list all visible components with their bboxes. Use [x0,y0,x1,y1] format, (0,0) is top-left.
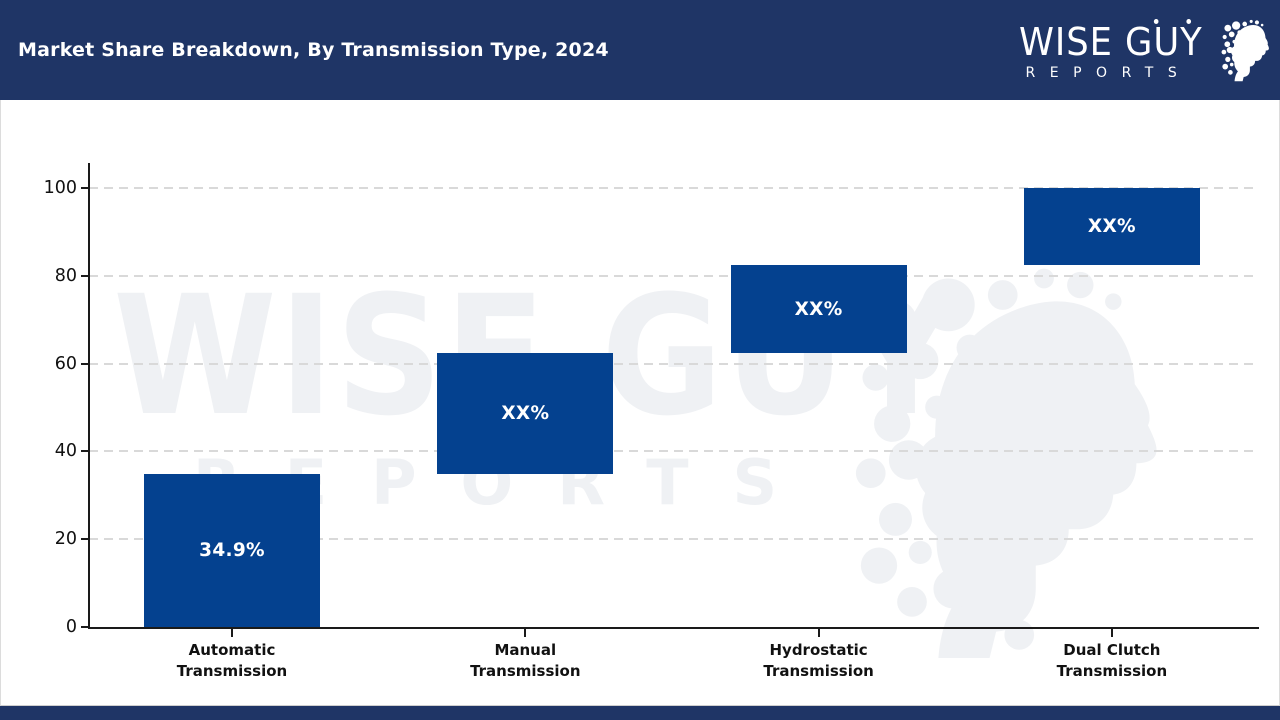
logo-head-icon [1221,19,1269,82]
x-tick-mark [524,629,527,637]
x-axis-label-manual-transmission: Manual Transmission [470,641,581,680]
wise-guy-logo: WISE GUY REPORTS [1019,2,1272,98]
bar-value-label: XX% [1087,216,1136,238]
logo-subtitle: REPORTS [1025,64,1192,81]
bar-hydrostatic-transmission: XX% [730,265,907,354]
header: Market Share Breakdown, By Transmission … [0,0,1280,100]
y-tick-label: 20 [54,529,77,550]
logo-dot-icon [1153,18,1159,24]
x-axis-line [88,627,1259,629]
y-tick-mark [81,538,89,541]
y-tick-mark [81,274,89,277]
y-tick-mark [81,362,89,365]
bar-value-label: 34.9% [199,539,265,561]
y-tick-label: 100 [43,178,77,198]
gridline-100 [89,187,1259,189]
x-tick-mark [231,629,233,637]
bar-value-label: XX% [501,402,550,424]
x-axis-label-hydrostatic-transmission: Hydrostatic Transmission [763,641,874,680]
chart-area: WISE GUY REPORTS 0 20 40 60 80 100 34.9% Automa… [0,100,1280,706]
plot: 0 20 40 60 80 100 34.9% Automatic Transmission XX… [1,100,1279,705]
y-axis-line [88,163,90,629]
y-tick-label: 40 [54,441,77,462]
x-tick-mark [1110,629,1113,637]
bar-dual-clutch-transmission: XX% [1023,188,1200,266]
bar-automatic-transmission: 34.9% [144,473,320,627]
y-tick-label: 0 [65,617,77,637]
y-tick-mark [81,450,89,453]
x-tick-mark [817,629,820,637]
y-tick-label: 60 [54,353,77,374]
logo-text: WISE GUY REPORTS [1018,18,1216,81]
bar-manual-transmission: XX% [437,353,614,474]
watermark-head-icon [855,268,1157,658]
x-axis-label-automatic-transmission: Automatic Transmission [176,641,288,680]
gridline-80 [89,274,1259,277]
gridline-40 [89,450,1259,453]
gridline-20 [89,538,1259,541]
logo-dot-icon [1186,18,1192,24]
y-tick-mark [81,626,89,628]
footer-bar [0,706,1280,720]
page-title: Market Share Breakdown, By Transmission … [18,39,609,61]
gridline-60 [89,362,1259,365]
y-tick-label: 80 [54,265,77,286]
bar-value-label: XX% [794,298,843,320]
x-axis-label-dual-clutch-transmission: Dual Clutch Transmission [1056,641,1168,680]
y-tick-mark [81,187,89,189]
logo-wordmark: WISE GUY [1018,18,1203,64]
